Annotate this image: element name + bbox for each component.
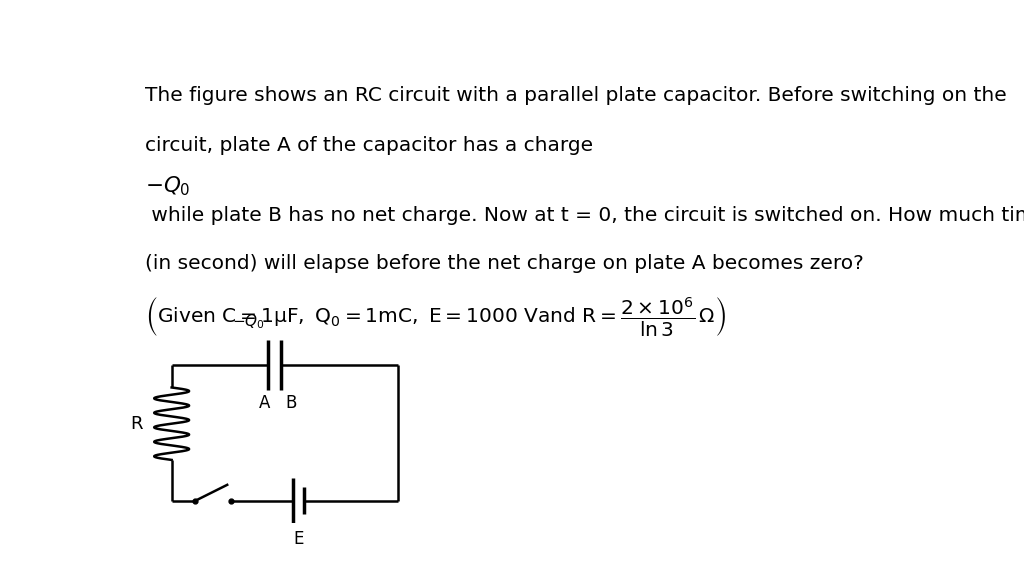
- Text: E: E: [294, 530, 304, 548]
- Text: The figure shows an RC circuit with a parallel plate capacitor. Before switching: The figure shows an RC circuit with a pa…: [145, 86, 1008, 105]
- Text: R: R: [130, 415, 142, 433]
- Text: (in second) will elapse before the net charge on plate A becomes zero?: (in second) will elapse before the net c…: [145, 254, 864, 273]
- Text: $\left(\mathrm{Given\ C = 1\mu F,\ Q_0 = 1mC,\ E = 1000\ V and\ R = \dfrac{2 \ti: $\left(\mathrm{Given\ C = 1\mu F,\ Q_0 =…: [145, 295, 726, 338]
- Text: circuit, plate A of the capacitor has a charge: circuit, plate A of the capacitor has a …: [145, 136, 594, 155]
- Text: A: A: [259, 395, 270, 412]
- Text: $-Q_0$: $-Q_0$: [145, 175, 190, 198]
- Text: $-Q_0$: $-Q_0$: [231, 312, 264, 331]
- Text: B: B: [285, 395, 296, 412]
- Text: while plate B has no net charge. Now at t = 0, the circuit is switched on. How m: while plate B has no net charge. Now at …: [145, 206, 1024, 225]
